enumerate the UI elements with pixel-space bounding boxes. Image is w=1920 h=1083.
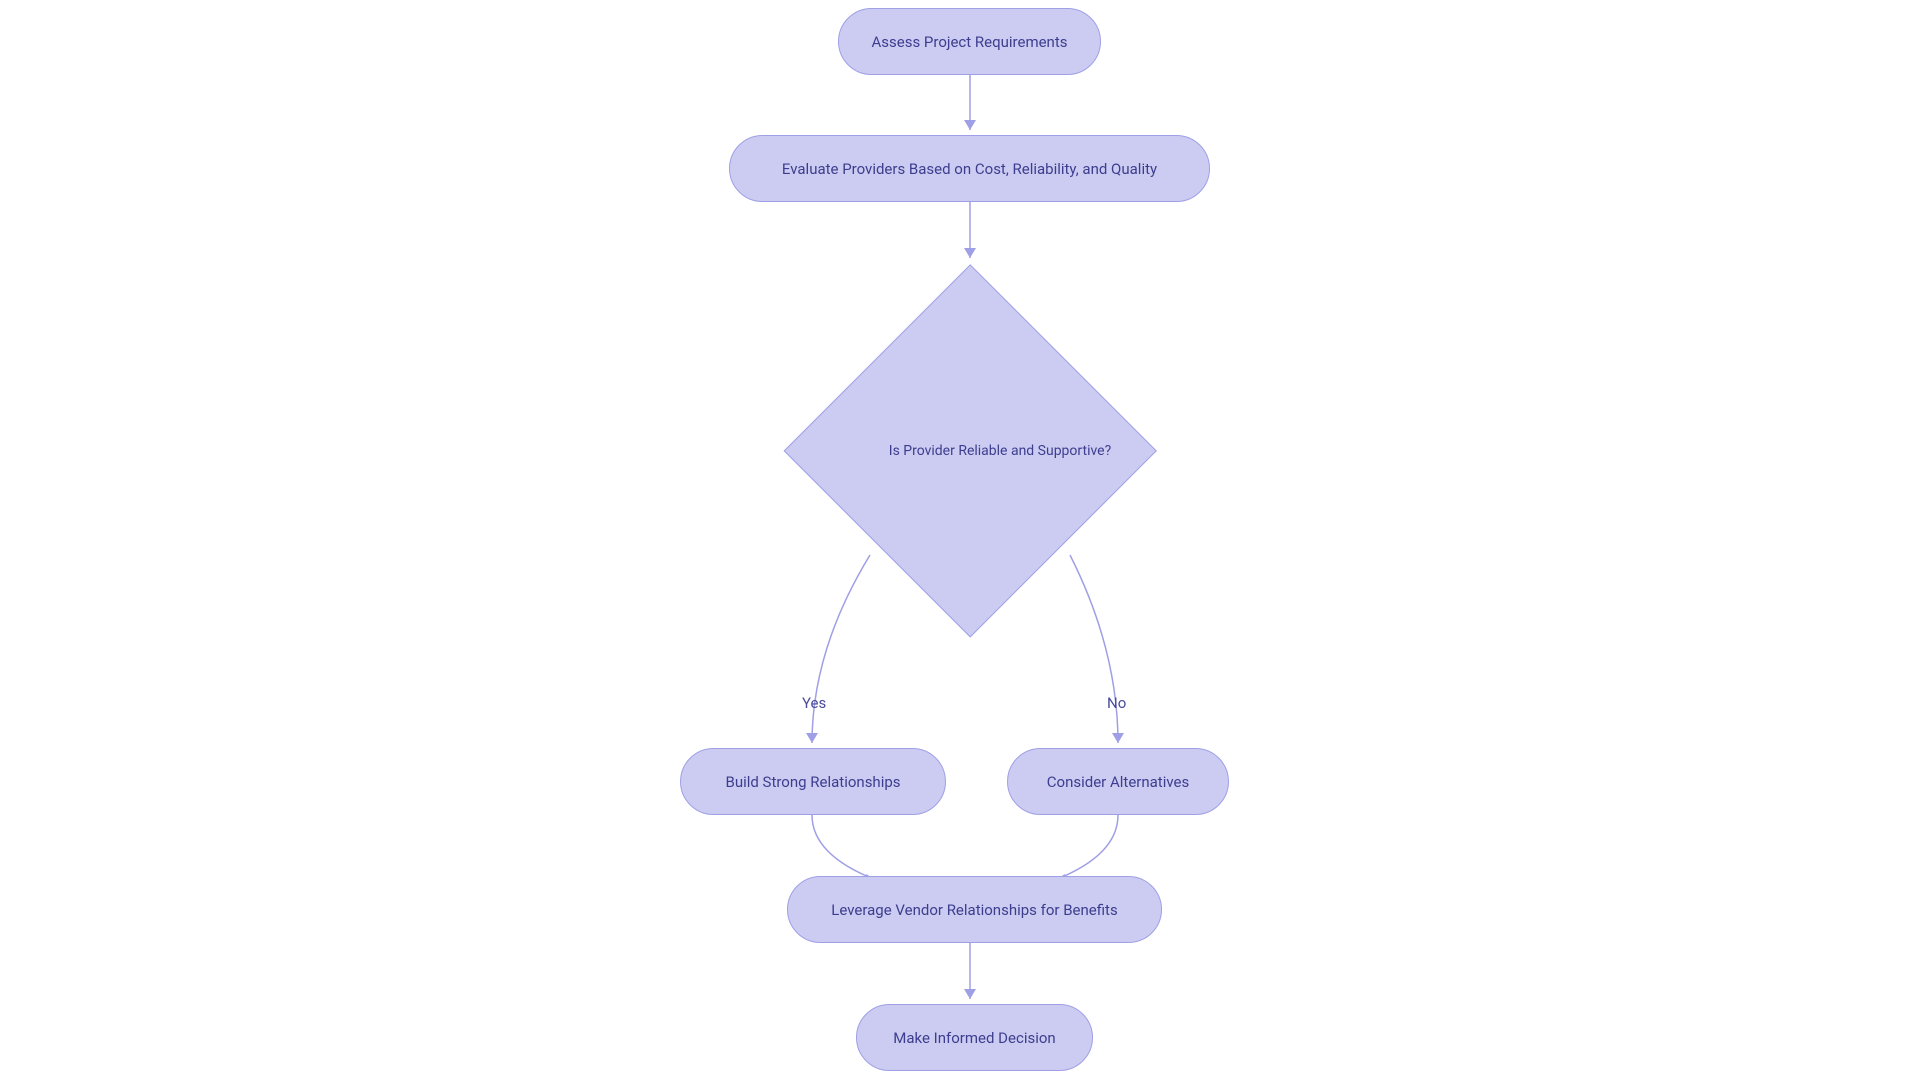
flowchart-canvas: Assess Project Requirements Evaluate Prov… (0, 0, 1920, 1083)
process-node: Evaluate Providers Based on Cost, Reliab… (729, 135, 1210, 202)
edge-label: Yes (802, 694, 826, 712)
process-node: Make Informed Decision (856, 1004, 1093, 1071)
process-node: Consider Alternatives (1007, 748, 1229, 815)
process-node: Leverage Vendor Relationships for Benefi… (787, 876, 1162, 943)
process-node: Build Strong Relationships (680, 748, 946, 815)
decision-label: Is Provider Reliable and Supportive? (783, 264, 1217, 638)
decision-node: Is Provider Reliable and Supportive? (838, 319, 1102, 583)
edge-label: No (1107, 694, 1126, 712)
process-node: Assess Project Requirements (838, 8, 1101, 75)
